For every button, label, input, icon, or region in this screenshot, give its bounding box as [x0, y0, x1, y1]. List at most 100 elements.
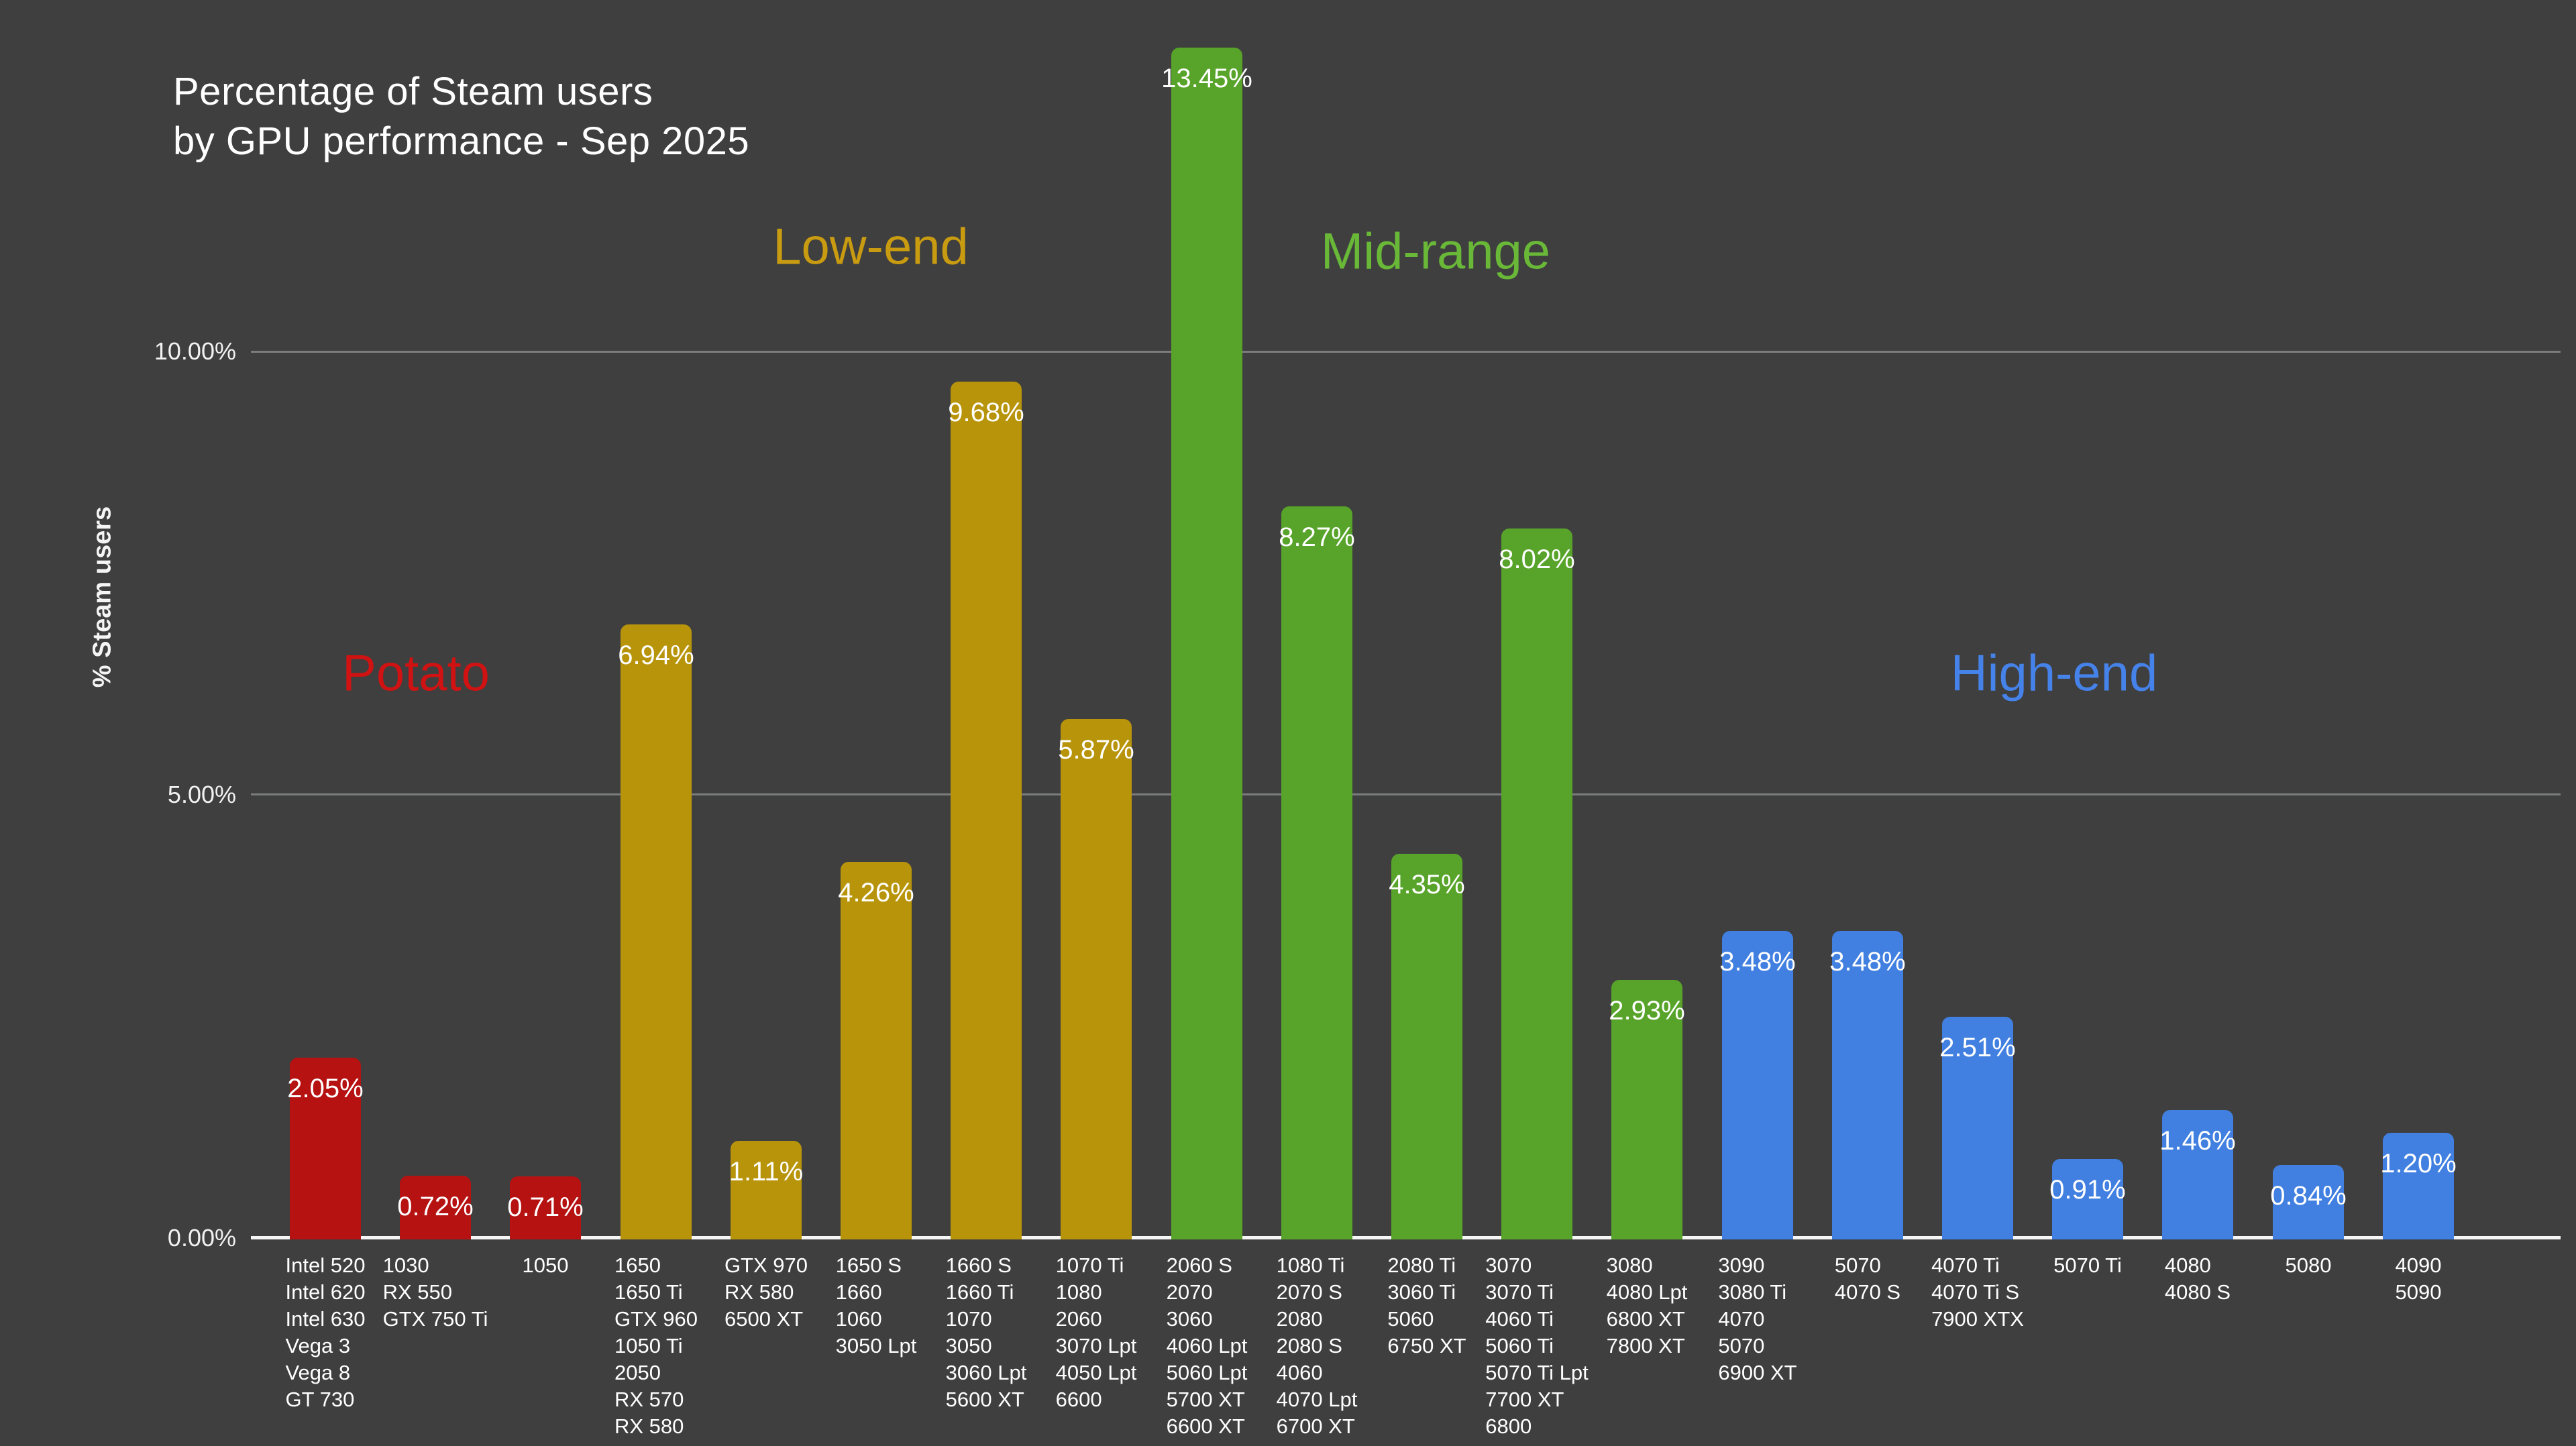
x-axis-label-line: 3060 Ti — [1387, 1280, 1456, 1304]
x-axis-label-line: 4090 — [2395, 1254, 2442, 1277]
bar-value-label: 5.87% — [1058, 735, 1134, 765]
y-tick-label: 10.00% — [154, 337, 236, 365]
bar-value-label: 8.02% — [1499, 545, 1575, 574]
bar-2080-ti — [1391, 854, 1462, 1239]
tier-annotation-high: High-end — [1950, 645, 2158, 702]
x-axis-label-line: 3050 Lpt — [835, 1334, 917, 1357]
x-axis-label-line: 4080 S — [2164, 1280, 2231, 1304]
bar-value-label: 0.72% — [397, 1192, 474, 1221]
bar-value-label: 3.48% — [1829, 947, 1906, 977]
x-axis-label-line: 1650 S — [835, 1254, 902, 1277]
x-axis-label-line: 3060 Lpt — [945, 1361, 1027, 1384]
x-axis-label-lines: 3080 4080 Lpt 6800 XT 7800 XT — [1607, 1252, 1688, 1359]
x-axis-label-lines: 3090 3080 Ti 4070 5070 6900 XT — [1718, 1252, 1796, 1386]
x-axis-label-line: Vega 3 — [285, 1334, 351, 1357]
x-axis-label-line: 4050 Lpt — [1055, 1361, 1137, 1384]
x-axis-label-line: Intel 520 — [285, 1254, 366, 1277]
x-axis-label: 4070 Ti 4070 Ti S 7900 XTX — [1923, 1252, 2033, 1333]
bar-2060-s — [1171, 48, 1242, 1239]
x-axis-label-line: 5090 — [2395, 1280, 2442, 1304]
x-axis-label-line: 2080 S — [1276, 1334, 1342, 1357]
bar-1070-ti — [1061, 719, 1132, 1239]
bar-value-label: 1.46% — [2159, 1126, 2236, 1156]
x-axis-label-lines: 4080 4080 S — [2165, 1252, 2231, 1306]
bar-value-label: 1.11% — [729, 1157, 804, 1186]
x-axis-label-line: 4080 Lpt — [1606, 1280, 1688, 1304]
x-axis-label: GTX 970 RX 580 6500 XT — [711, 1252, 821, 1333]
x-axis-label-line: 4070 Ti — [1931, 1254, 2000, 1277]
x-axis-label: 1050 — [490, 1252, 600, 1279]
bar-1650-s — [841, 862, 912, 1239]
x-axis-label-lines: 4070 Ti 4070 Ti S 7900 XTX — [1931, 1252, 2024, 1333]
x-axis-label-lines: 2060 S 2070 3060 4060 Lpt 5060 Lpt 5700 XT 660… — [1167, 1252, 1248, 1440]
x-axis-label-line: 7800 XT — [1606, 1334, 1685, 1357]
x-axis-label-line: 5060 Ti — [1485, 1334, 1554, 1357]
x-axis-label: 3090 3080 Ti 4070 5070 6900 XT — [1703, 1252, 1813, 1386]
y-tick-label: 0.00% — [167, 1224, 236, 1252]
x-axis-label-line: 2070 — [1166, 1280, 1213, 1304]
x-axis-label-lines: 1650 S 1660 1060 3050 Lpt — [836, 1252, 917, 1359]
x-axis-label-line: 1660 — [835, 1280, 882, 1304]
x-axis-label-line: 3070 — [1485, 1254, 1532, 1277]
bar-intel-520 — [290, 1058, 361, 1239]
x-axis-label: 2060 S 2070 3060 4060 Lpt 5060 Lpt 5700 XT 660… — [1152, 1252, 1262, 1440]
x-axis-label-line: 2060 — [1055, 1307, 1102, 1331]
x-axis-label-line: 5060 — [1387, 1307, 1434, 1331]
x-axis-label-line: 5080 — [2285, 1254, 2332, 1277]
bar-1650 — [621, 624, 692, 1239]
x-axis-label-line: Vega 8 — [285, 1361, 351, 1384]
x-axis-label-line: 3070 Ti — [1485, 1280, 1554, 1304]
chart-title: Percentage of Steam users by GPU perform… — [173, 67, 749, 166]
x-axis-label-line: 1660 Ti — [945, 1280, 1014, 1304]
x-axis-label-line: 4060 Ti — [1485, 1307, 1554, 1331]
x-axis-label: 1080 Ti 2070 S 2080 2080 S 4060 4070 Lpt 6700 … — [1262, 1252, 1372, 1440]
bar-value-label: 4.26% — [838, 878, 914, 907]
x-axis-label-line: 2080 — [1276, 1307, 1323, 1331]
bar-5070-ti — [2052, 1159, 2123, 1239]
x-axis-label-lines: Intel 520 Intel 620 Intel 630 Vega 3 Vega 8 G… — [286, 1252, 366, 1413]
x-axis-label: 3080 4080 Lpt 6800 XT 7800 XT — [1592, 1252, 1702, 1359]
x-axis-label-line: 1080 — [1055, 1280, 1102, 1304]
x-axis-label-line: 1050 — [522, 1254, 569, 1277]
x-axis-label-line: 4070 — [1718, 1307, 1765, 1331]
x-axis-label: 1650 1650 Ti GTX 960 1050 Ti 2050 RX 570 RX 58… — [601, 1252, 711, 1440]
x-axis-label-lines: 5080 — [2286, 1252, 2332, 1279]
x-axis-label-line: 3080 — [1606, 1254, 1653, 1277]
x-axis-label-line: GTX 750 Ti — [382, 1307, 488, 1331]
x-axis-label-line: 3090 — [1718, 1254, 1765, 1277]
x-axis-label-line: 6750 XT — [1387, 1334, 1466, 1357]
x-axis-label-line: 2050 — [614, 1361, 661, 1384]
x-axis-label-lines: 1660 S 1660 Ti 1070 3050 3060 Lpt 5600 XT — [946, 1252, 1027, 1413]
x-axis-label-line: 4060 Lpt — [1166, 1334, 1248, 1357]
x-axis-label-line: 3060 — [1166, 1307, 1213, 1331]
x-axis-label-line: 4060 — [1276, 1361, 1323, 1384]
x-axis-label: Intel 520 Intel 620 Intel 630 Vega 3 Vega 8 G… — [270, 1252, 380, 1413]
x-axis-label-line: 3070 Lpt — [1055, 1334, 1137, 1357]
x-axis-label-line: 6600 XT — [1166, 1414, 1245, 1438]
y-axis-title: % Steam users — [88, 506, 117, 688]
x-axis-label-line: 3080 Ti — [1718, 1280, 1787, 1304]
bar-value-label: 13.45% — [1161, 64, 1252, 93]
x-axis-label-line: 5070 — [1718, 1334, 1765, 1357]
x-axis-label-line: GTX 960 — [614, 1307, 698, 1331]
bar-value-label: 1.20% — [2380, 1149, 2457, 1178]
bar-value-label: 3.48% — [1719, 947, 1796, 977]
x-axis-label-line: 4070 Ti S — [1931, 1280, 2020, 1304]
x-axis-label-line: RX 550 — [382, 1280, 452, 1304]
x-axis-label-line: 6500 XT — [724, 1307, 804, 1331]
x-axis-label: 3070 3070 Ti 4060 Ti 5060 Ti 5070 Ti Lpt 7700… — [1482, 1252, 1592, 1440]
bar-4070-ti — [1942, 1017, 2013, 1239]
x-axis-label-line: 6800 XT — [1606, 1307, 1685, 1331]
x-axis-label: 1070 Ti 1080 2060 3070 Lpt 4050 Lpt 6600 — [1041, 1252, 1151, 1413]
x-axis-label-lines: 1030 RX 550 GTX 750 Ti — [383, 1252, 488, 1333]
x-axis-label-lines: 1650 1650 Ti GTX 960 1050 Ti 2050 RX 570 RX 58… — [614, 1252, 698, 1440]
x-axis-label: 5070 4070 S — [1813, 1252, 1923, 1306]
x-axis-label-lines: 5070 Ti — [2053, 1252, 2122, 1279]
x-axis-label-line: 5070 Ti Lpt — [1485, 1361, 1589, 1384]
x-axis-label: 4080 4080 S — [2143, 1252, 2253, 1306]
x-axis-label-line: 4070 Lpt — [1276, 1388, 1358, 1411]
bar-1050 — [510, 1176, 581, 1239]
x-axis-label-line: 1070 — [945, 1307, 992, 1331]
tier-annotation-mid: Mid-range — [1320, 223, 1551, 280]
bar-5080 — [2273, 1165, 2344, 1239]
